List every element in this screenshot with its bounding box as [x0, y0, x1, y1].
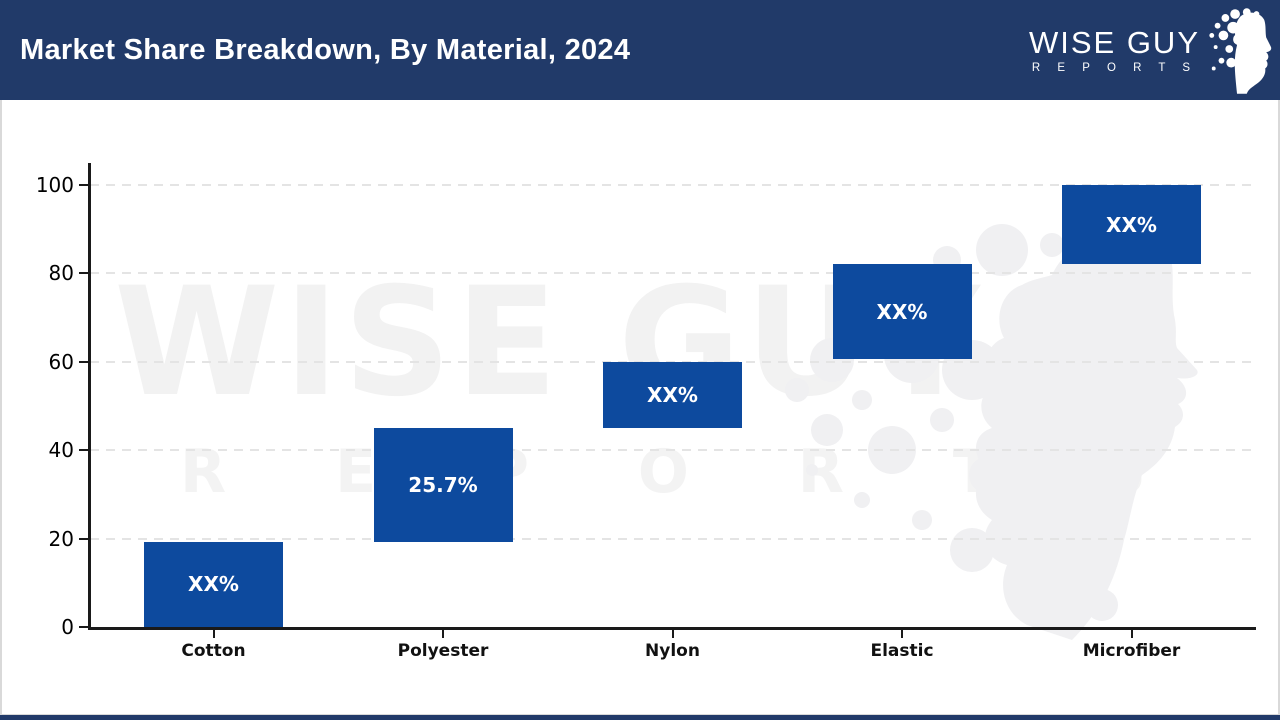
y-tick-mark-100: [79, 183, 89, 186]
chart-area: WISE GUY R E P O R T S 0 20 40 60 80 100 XX% Co…: [0, 100, 1280, 714]
y-tick-mark-0: [79, 626, 89, 628]
gridline-40: [90, 449, 1256, 451]
bar-label-nylon: XX%: [647, 382, 698, 407]
category-label-microfiber: Microfiber: [1082, 641, 1181, 661]
x-tick-mark-polyester: [442, 630, 444, 638]
y-tick-mark-80: [79, 272, 89, 274]
x-tick-mark-microfiber: [1130, 630, 1133, 638]
x-tick-mark-nylon: [671, 630, 674, 638]
brand-face-icon: [1209, 8, 1272, 94]
bar-microfiber: [1062, 185, 1201, 265]
bar-nylon: [603, 361, 742, 428]
category-label-nylon: Nylon: [645, 641, 700, 661]
x-tick-mark-cotton: [212, 630, 215, 638]
brand-name: WISE GUY: [1028, 24, 1200, 60]
y-tick-label-0: 0: [61, 615, 74, 639]
brand-logo: WISE GUY R E P O R T S: [1029, 0, 1272, 100]
y-tick-mark-40: [79, 449, 89, 451]
y-tick-label-80: 80: [48, 261, 74, 285]
x-axis-line: [88, 627, 1256, 630]
y-tick-label-60: 60: [48, 349, 74, 374]
bar-label-polyester: 25.7%: [408, 472, 478, 497]
brand-subtitle: R E P O R T S: [1031, 61, 1198, 74]
bar-elastic: [832, 264, 972, 360]
y-tick-label-20: 20: [48, 526, 74, 551]
y-tick-label-100: 100: [35, 172, 74, 197]
y-tick-mark-60: [79, 360, 89, 363]
bar-label-elastic: XX%: [876, 299, 928, 324]
category-label-cotton: Cotton: [181, 641, 246, 661]
bar-label-cotton: XX%: [188, 572, 239, 597]
gridline-100: [90, 183, 1256, 186]
footer-bar: [0, 714, 1280, 720]
gridline-80: [90, 272, 1256, 274]
page-title: Market Share Breakdown, By Material, 202…: [20, 33, 631, 66]
y-tick-label-40: 40: [48, 438, 74, 462]
gridline-20: [90, 537, 1256, 540]
category-label-polyester: Polyester: [397, 641, 489, 661]
header: Market Share Breakdown, By Material, 202…: [0, 0, 1280, 100]
y-tick-mark-20: [79, 537, 89, 540]
bar-label-microfiber: XX%: [1106, 212, 1157, 237]
category-label-elastic: Elastic: [870, 641, 934, 661]
brand-text: WISE GUY R E P O R T S: [1029, 27, 1200, 74]
bar-polyester: [373, 427, 513, 542]
y-axis-line: [88, 163, 91, 630]
x-tick-mark-elastic: [901, 630, 903, 638]
bar-cotton: [144, 541, 283, 627]
